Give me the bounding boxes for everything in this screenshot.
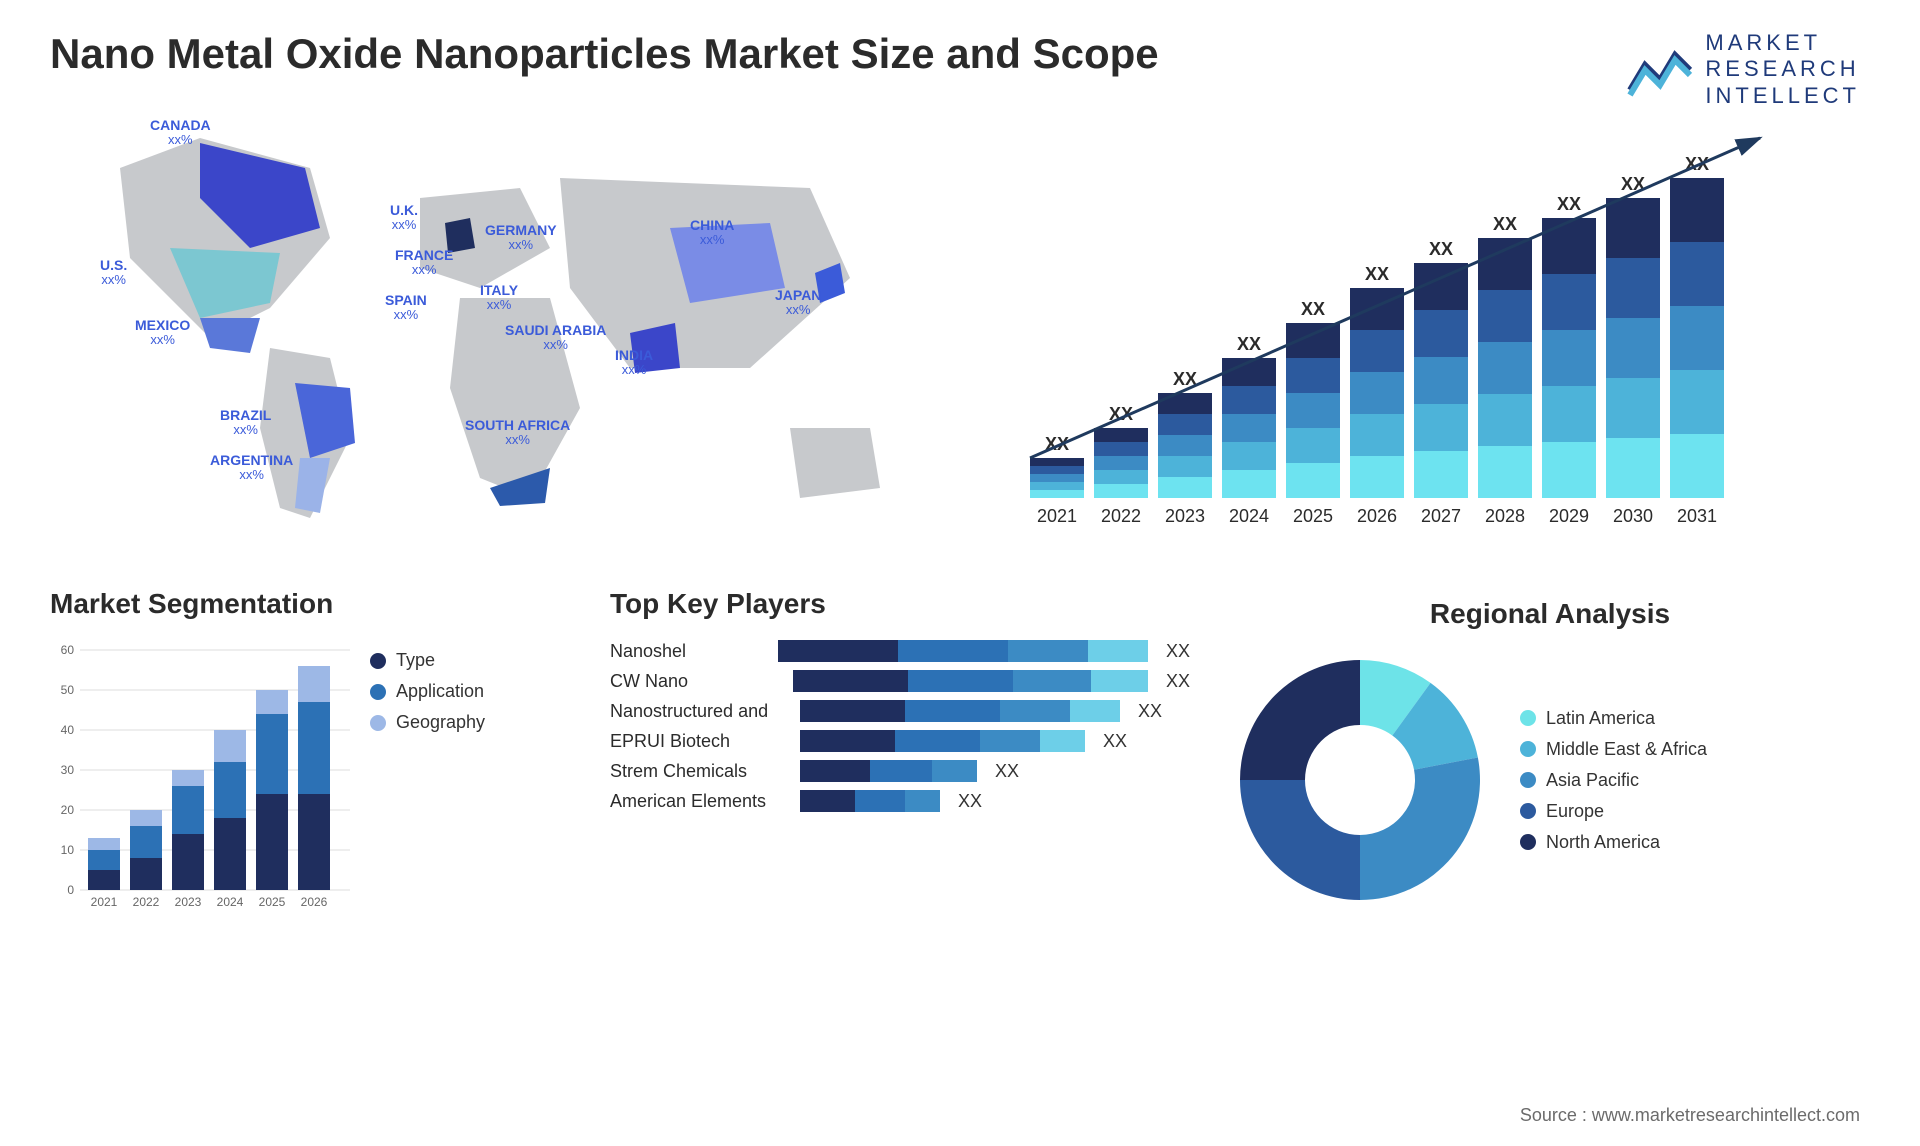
player-label: American Elements bbox=[610, 791, 790, 812]
svg-text:XX: XX bbox=[1237, 334, 1261, 354]
segmentation-legend-item: Geography bbox=[370, 712, 485, 733]
player-value: XX bbox=[1166, 671, 1190, 692]
svg-text:2026: 2026 bbox=[1357, 506, 1397, 526]
svg-text:XX: XX bbox=[1429, 239, 1453, 259]
map-label: GERMANYxx% bbox=[485, 223, 557, 253]
player-row: CW Nano XX bbox=[610, 670, 1190, 692]
map-label: BRAZILxx% bbox=[220, 408, 271, 438]
player-bar bbox=[800, 790, 940, 812]
segmentation-title: Market Segmentation bbox=[50, 588, 570, 620]
player-row: Nanoshel XX bbox=[610, 640, 1190, 662]
segmentation-legend: Type Application Geography bbox=[370, 640, 485, 920]
regional-panel: Regional Analysis Latin America Middle Ea… bbox=[1230, 588, 1870, 920]
player-label: EPRUI Biotech bbox=[610, 731, 790, 752]
svg-text:XX: XX bbox=[1493, 214, 1517, 234]
svg-text:2031: 2031 bbox=[1677, 506, 1717, 526]
svg-text:2028: 2028 bbox=[1485, 506, 1525, 526]
map-label: U.S.xx% bbox=[100, 258, 127, 288]
player-label: Nanostructured and bbox=[610, 701, 790, 722]
svg-text:2027: 2027 bbox=[1421, 506, 1461, 526]
svg-text:2029: 2029 bbox=[1549, 506, 1589, 526]
svg-text:2023: 2023 bbox=[175, 895, 202, 909]
player-bar bbox=[778, 640, 1148, 662]
players-title: Top Key Players bbox=[610, 588, 1190, 620]
player-value: XX bbox=[1103, 731, 1127, 752]
player-bar bbox=[800, 730, 1085, 752]
map-label: CANADAxx% bbox=[150, 118, 211, 148]
regional-title: Regional Analysis bbox=[1230, 598, 1870, 630]
page-title: Nano Metal Oxide Nanoparticles Market Si… bbox=[50, 30, 1870, 78]
map-label: CHINAxx% bbox=[690, 218, 734, 248]
player-label: CW Nano bbox=[610, 671, 783, 692]
svg-text:2030: 2030 bbox=[1613, 506, 1653, 526]
svg-text:2025: 2025 bbox=[259, 895, 286, 909]
svg-text:2022: 2022 bbox=[133, 895, 160, 909]
map-label: U.K.xx% bbox=[390, 203, 418, 233]
player-label: Nanoshel bbox=[610, 641, 768, 662]
players-panel: Top Key Players NanoshelXXCW NanoXXNanos… bbox=[610, 588, 1190, 920]
regional-legend-item: Europe bbox=[1520, 801, 1707, 822]
logo-line2: RESEARCH bbox=[1705, 56, 1860, 82]
regional-legend-item: Latin America bbox=[1520, 708, 1707, 729]
regional-legend: Latin America Middle East & Africa Asia Pa… bbox=[1520, 698, 1707, 863]
segmentation-panel: Market Segmentation 0 10 20 30 40 50 60 2021 202… bbox=[50, 588, 570, 920]
player-label: Strem Chemicals bbox=[610, 761, 790, 782]
segmentation-legend-item: Application bbox=[370, 681, 485, 702]
player-row: American Elements XX bbox=[610, 790, 1190, 812]
svg-text:XX: XX bbox=[1365, 264, 1389, 284]
segmentation-chart: 0 10 20 30 40 50 60 2021 2022 2023 2024 2025 2026 bbox=[50, 640, 350, 920]
player-value: XX bbox=[995, 761, 1019, 782]
svg-text:2022: 2022 bbox=[1101, 506, 1141, 526]
brand-logo: MARKET RESEARCH INTELLECT bbox=[1625, 30, 1860, 109]
svg-text:50: 50 bbox=[61, 683, 75, 697]
player-value: XX bbox=[1166, 641, 1190, 662]
map-label: FRANCExx% bbox=[395, 248, 453, 278]
player-row: EPRUI Biotech XX bbox=[610, 730, 1190, 752]
svg-text:XX: XX bbox=[1301, 299, 1325, 319]
player-value: XX bbox=[1138, 701, 1162, 722]
svg-text:2026: 2026 bbox=[301, 895, 328, 909]
player-bar bbox=[793, 670, 1148, 692]
svg-text:XX: XX bbox=[1557, 194, 1581, 214]
map-label: INDIAxx% bbox=[615, 348, 653, 378]
svg-text:2021: 2021 bbox=[1037, 506, 1077, 526]
map-label: ARGENTINAxx% bbox=[210, 453, 293, 483]
player-row: Strem Chemicals XX bbox=[610, 760, 1190, 782]
logo-line3: INTELLECT bbox=[1705, 83, 1860, 109]
map-label: JAPANxx% bbox=[775, 288, 821, 318]
player-value: XX bbox=[958, 791, 982, 812]
map-label: SAUDI ARABIAxx% bbox=[505, 323, 606, 353]
player-bar bbox=[800, 760, 977, 782]
svg-text:2025: 2025 bbox=[1293, 506, 1333, 526]
svg-text:10: 10 bbox=[61, 843, 75, 857]
map-label: SOUTH AFRICAxx% bbox=[465, 418, 570, 448]
svg-text:2021: 2021 bbox=[91, 895, 118, 909]
growth-bar-chart: XX2021XX2022XX2023XX2024XX2025XX2026XX20… bbox=[1000, 108, 1870, 538]
regional-legend-item: North America bbox=[1520, 832, 1707, 853]
segmentation-legend-item: Type bbox=[370, 650, 485, 671]
source-attribution: Source : www.marketresearchintellect.com bbox=[1520, 1105, 1860, 1126]
svg-text:40: 40 bbox=[61, 723, 75, 737]
svg-text:30: 30 bbox=[61, 763, 75, 777]
map-label: MEXICOxx% bbox=[135, 318, 190, 348]
regional-legend-item: Middle East & Africa bbox=[1520, 739, 1707, 760]
logo-line1: MARKET bbox=[1705, 30, 1860, 56]
players-chart: NanoshelXXCW NanoXXNanostructured andXXE… bbox=[610, 640, 1190, 812]
regional-donut bbox=[1230, 650, 1490, 910]
svg-text:60: 60 bbox=[61, 643, 75, 657]
player-bar bbox=[800, 700, 1120, 722]
player-row: Nanostructured and XX bbox=[610, 700, 1190, 722]
svg-text:2024: 2024 bbox=[217, 895, 244, 909]
logo-icon bbox=[1625, 40, 1695, 100]
map-label: SPAINxx% bbox=[385, 293, 427, 323]
svg-text:2023: 2023 bbox=[1165, 506, 1205, 526]
regional-legend-item: Asia Pacific bbox=[1520, 770, 1707, 791]
svg-text:2024: 2024 bbox=[1229, 506, 1269, 526]
svg-text:0: 0 bbox=[67, 883, 74, 897]
map-label: ITALYxx% bbox=[480, 283, 518, 313]
world-map: CANADAxx% U.S.xx% MEXICOxx% BRAZILxx% ARGENT… bbox=[50, 108, 950, 538]
svg-text:20: 20 bbox=[61, 803, 75, 817]
